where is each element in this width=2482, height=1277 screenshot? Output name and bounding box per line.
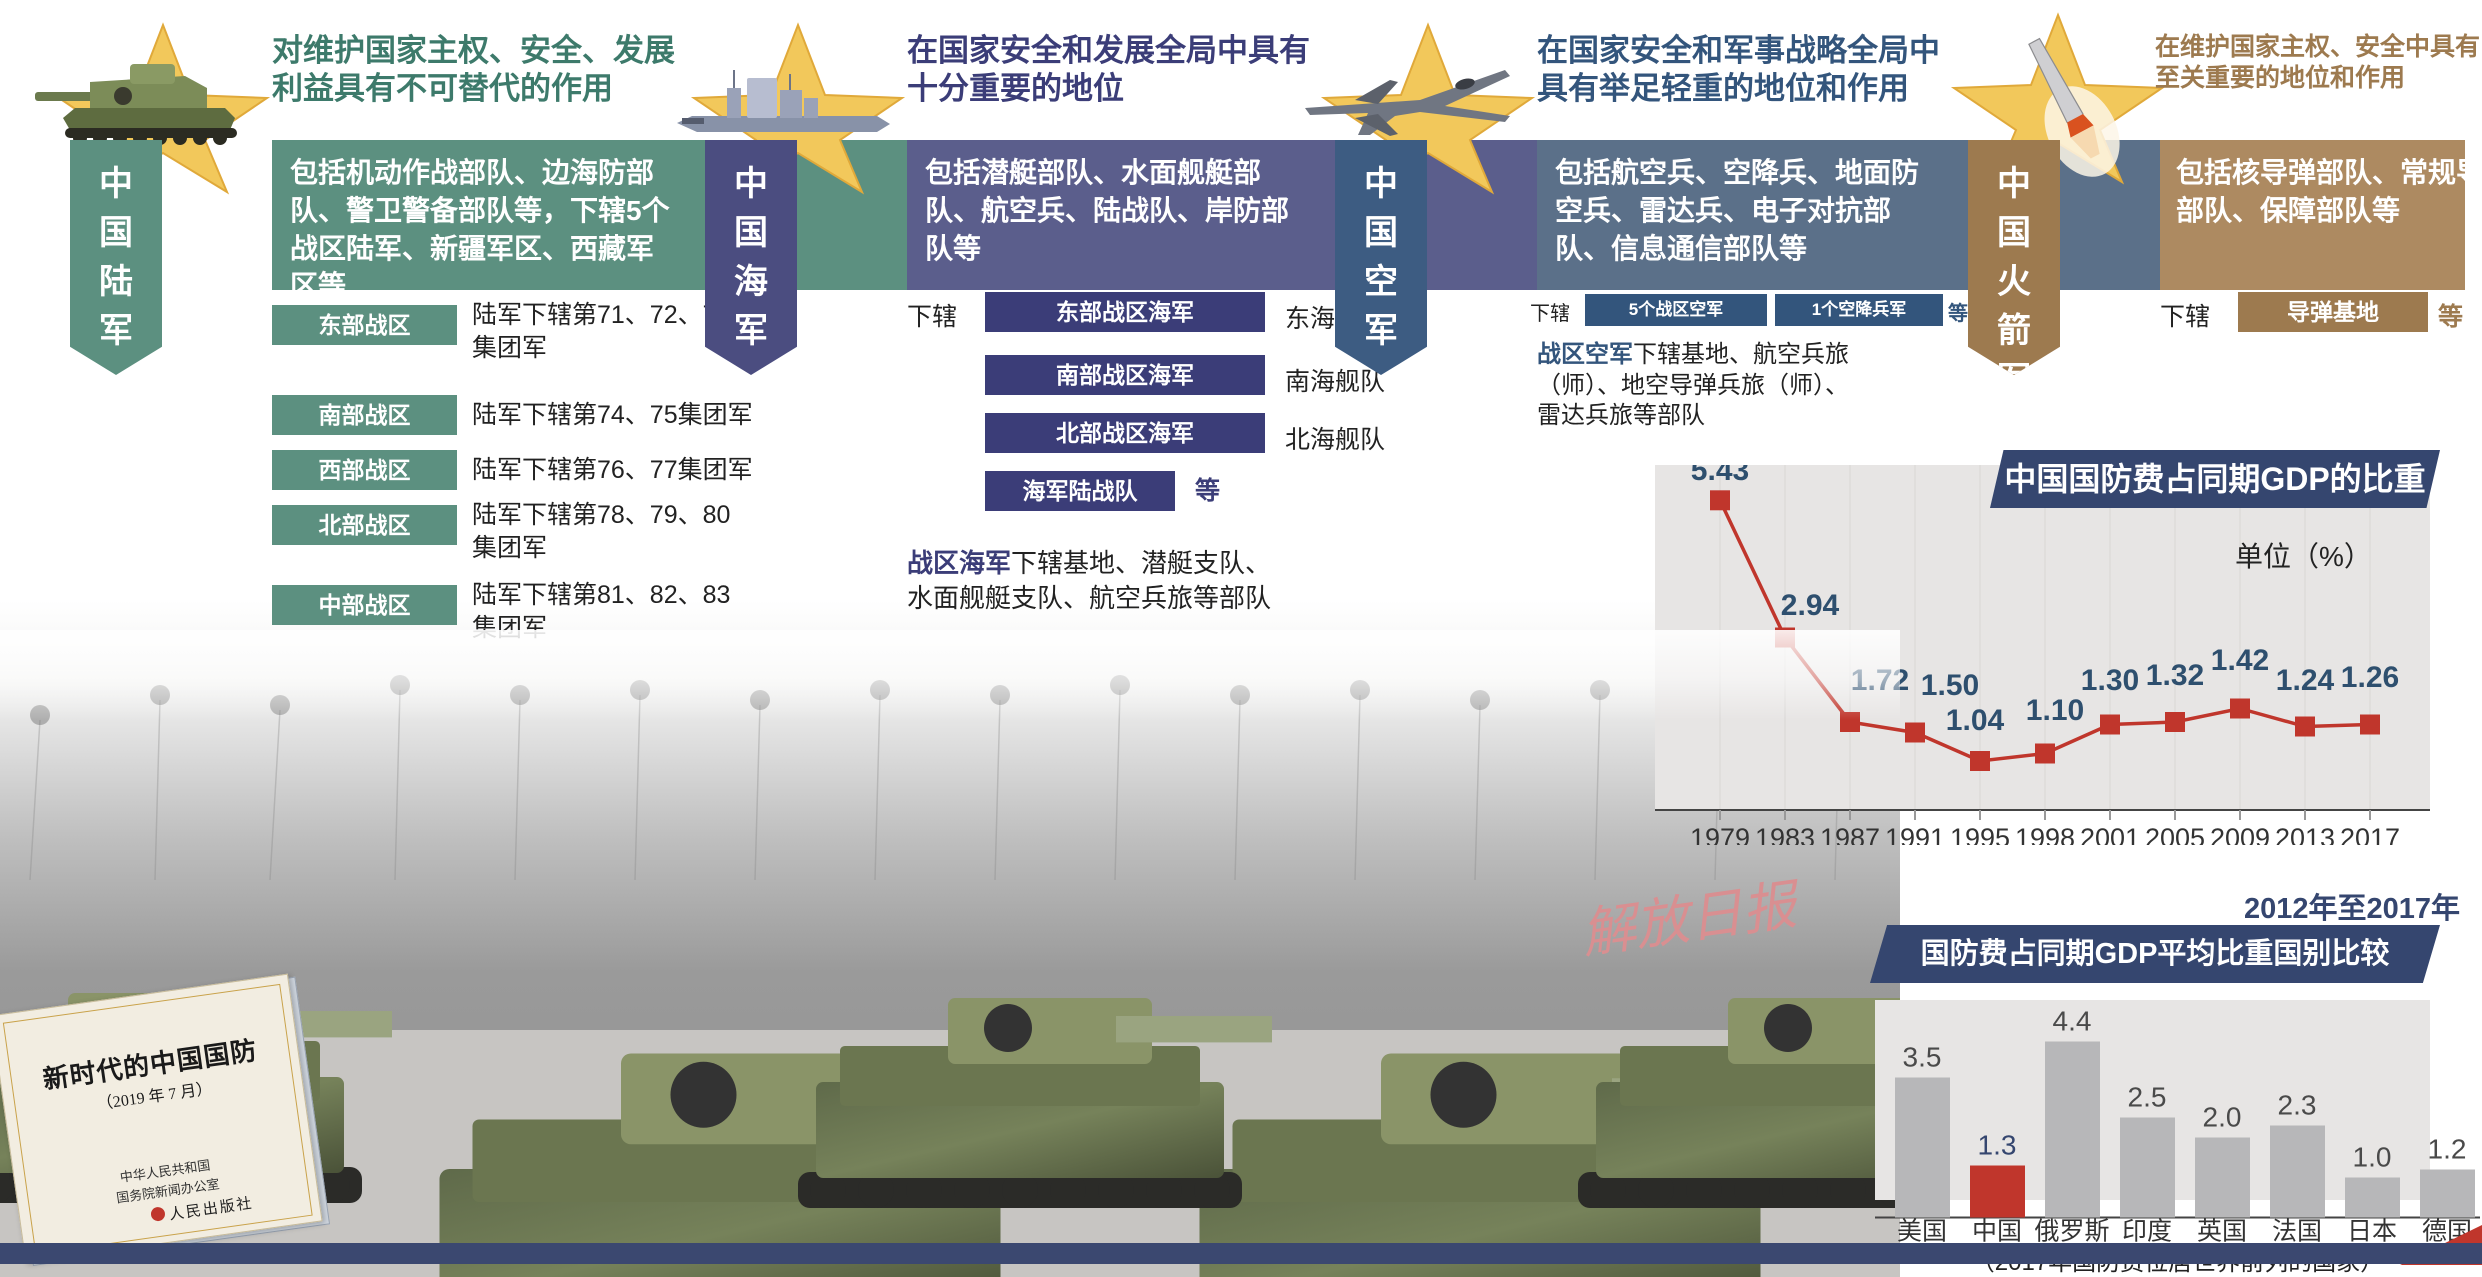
svg-text:1983: 1983 xyxy=(1755,823,1815,845)
svg-text:1.24: 1.24 xyxy=(2276,664,2335,697)
svg-text:1.72: 1.72 xyxy=(1851,664,1909,697)
svg-text:2013: 2013 xyxy=(2275,823,2335,845)
svg-text:3.5: 3.5 xyxy=(1903,1042,1942,1073)
svg-text:1.2: 1.2 xyxy=(2428,1134,2467,1165)
svg-text:1.30: 1.30 xyxy=(2081,664,2139,697)
svg-text:2009: 2009 xyxy=(2210,823,2270,845)
svg-text:2.0: 2.0 xyxy=(2203,1102,2242,1133)
svg-text:2.94: 2.94 xyxy=(1781,589,1840,622)
svg-text:1998: 1998 xyxy=(2015,823,2075,845)
svg-text:2017: 2017 xyxy=(2340,823,2400,845)
svg-text:1995: 1995 xyxy=(1950,823,2010,845)
svg-text:1979: 1979 xyxy=(1690,823,1750,845)
svg-text:1987: 1987 xyxy=(1820,823,1880,845)
svg-text:2.3: 2.3 xyxy=(2278,1090,2317,1121)
svg-text:1.10: 1.10 xyxy=(2026,694,2084,727)
svg-text:2.5: 2.5 xyxy=(2128,1082,2167,1113)
svg-text:1.32: 1.32 xyxy=(2146,659,2204,692)
svg-text:1.50: 1.50 xyxy=(1921,669,1979,702)
svg-text:2001: 2001 xyxy=(2080,823,2140,845)
svg-text:1991: 1991 xyxy=(1885,823,1945,845)
svg-text:2005: 2005 xyxy=(2145,823,2205,845)
svg-text:1.3: 1.3 xyxy=(1978,1130,2017,1161)
svg-text:1.26: 1.26 xyxy=(2341,661,2399,694)
svg-text:5.43: 5.43 xyxy=(1691,465,1749,487)
svg-text:1.04: 1.04 xyxy=(1946,704,2005,737)
svg-text:1.0: 1.0 xyxy=(2353,1142,2392,1173)
svg-text:4.4: 4.4 xyxy=(2053,1006,2092,1037)
svg-text:1.42: 1.42 xyxy=(2211,644,2269,677)
